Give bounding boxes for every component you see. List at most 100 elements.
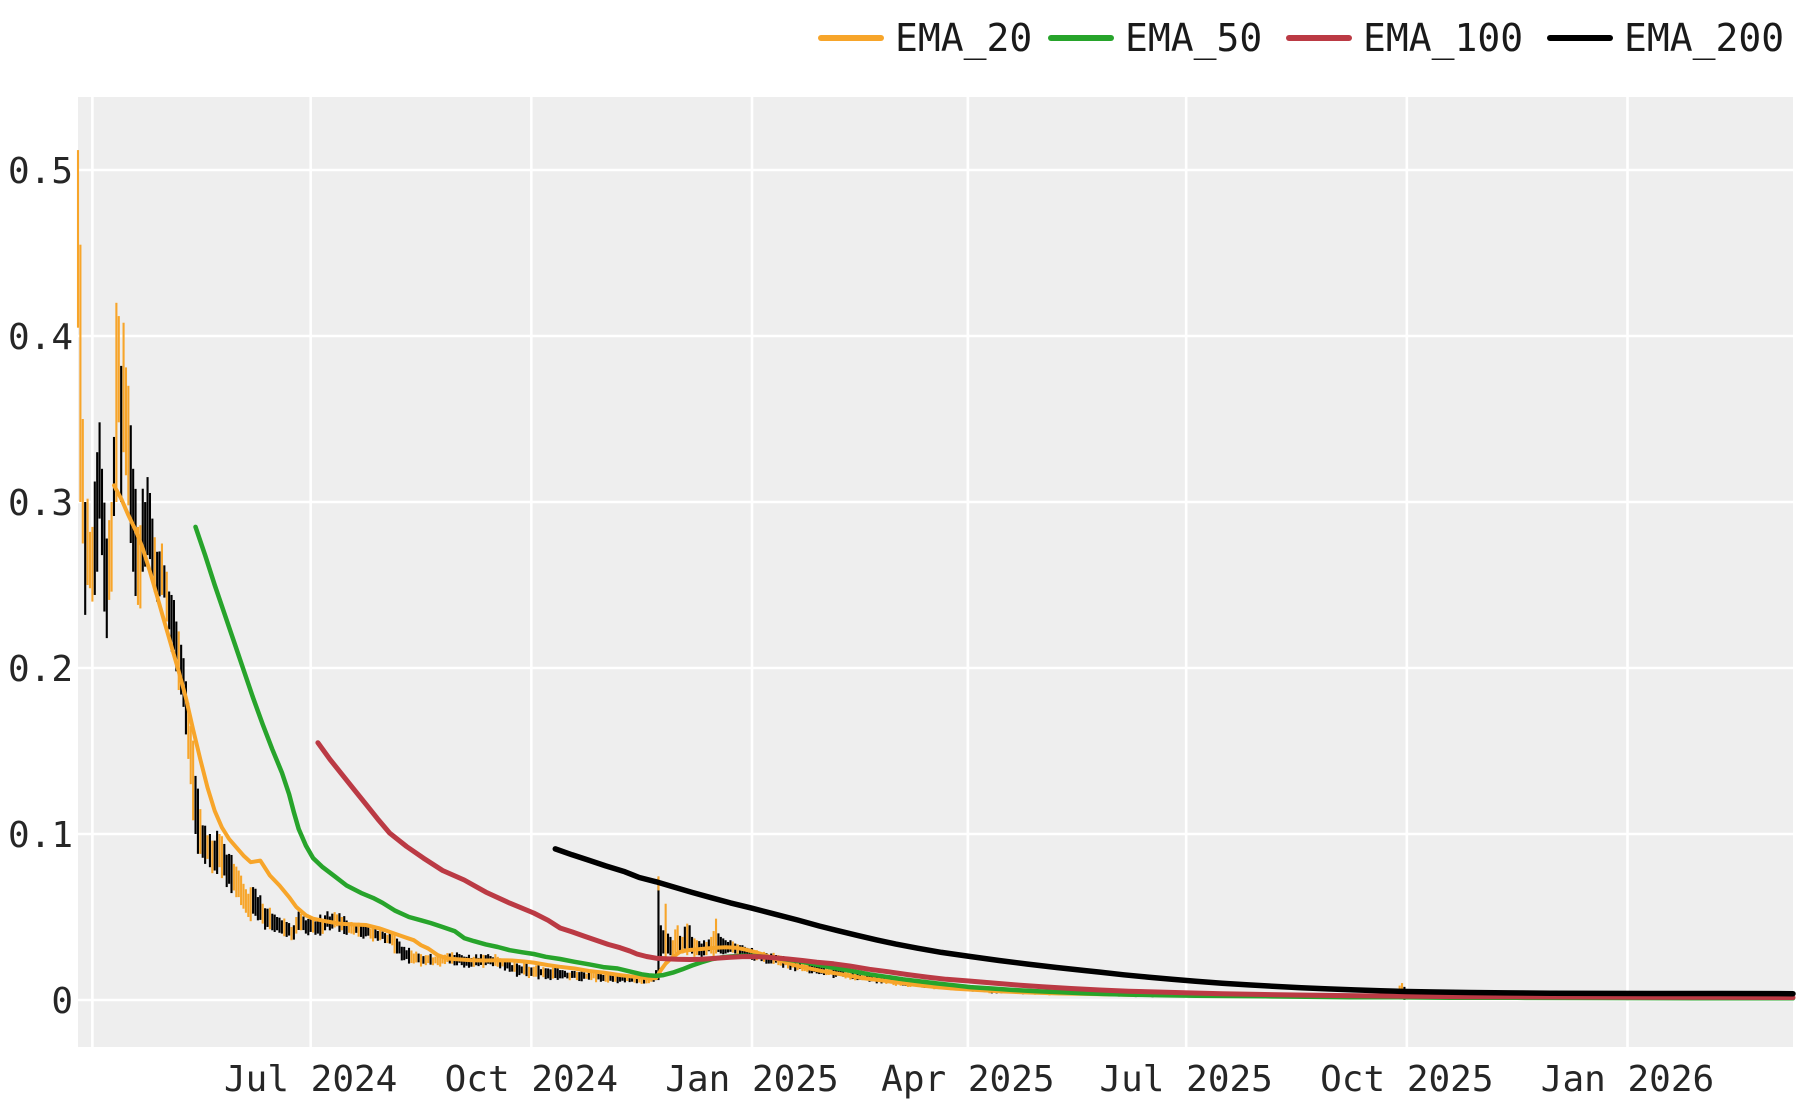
x-tick-label: Jul 2025 xyxy=(1099,1059,1272,1100)
candle-bar xyxy=(688,925,691,951)
candle-bar xyxy=(547,968,550,979)
candle-bar xyxy=(369,928,372,939)
candle-bar xyxy=(407,947,411,964)
candle-bar xyxy=(223,843,226,876)
candle-bar xyxy=(592,973,595,979)
candle-bar xyxy=(355,925,358,933)
candle-bar xyxy=(280,920,283,934)
candle-bar xyxy=(515,963,518,977)
candle-bar xyxy=(714,918,718,954)
y-tick-label: 0.2 xyxy=(8,649,73,690)
candle-bar xyxy=(278,917,281,933)
candle-bar xyxy=(503,959,507,971)
candle-bar xyxy=(568,972,571,981)
candle-bar xyxy=(597,970,600,980)
candle-bar xyxy=(254,888,257,916)
candle-bar xyxy=(316,918,319,934)
candle-bar xyxy=(549,969,552,981)
candle-bar xyxy=(671,940,674,957)
candle-bar xyxy=(81,419,84,544)
candle-bar xyxy=(110,502,113,592)
candle-bar xyxy=(535,965,538,977)
candle-bar xyxy=(115,302,118,502)
candle-bar xyxy=(556,968,559,980)
candle-bar xyxy=(175,621,178,672)
candle-bar xyxy=(304,920,307,934)
candle-bar xyxy=(273,914,276,932)
candle-bar xyxy=(607,972,610,983)
candle-bar xyxy=(204,825,207,864)
candle-bar xyxy=(669,936,672,956)
candle-bar xyxy=(662,930,665,954)
candle-bar xyxy=(163,565,166,598)
y-tick-label: 0 xyxy=(51,981,73,1022)
candle-bar xyxy=(312,920,315,933)
candle-bar xyxy=(321,919,324,934)
candle-bar xyxy=(470,957,473,967)
candle-bar xyxy=(383,933,387,944)
candle-bar xyxy=(544,968,547,980)
candle-bar xyxy=(398,941,401,954)
candle-bar xyxy=(117,316,120,423)
candle-bar xyxy=(386,934,389,944)
candle-bar xyxy=(211,840,214,874)
candle-bar xyxy=(232,863,235,891)
candle-bar xyxy=(357,922,360,937)
candle-bar xyxy=(192,740,195,821)
legend-label: EMA_100 xyxy=(1363,16,1523,61)
candle-bar xyxy=(393,935,396,954)
candle-bar xyxy=(719,936,722,954)
candle-bar xyxy=(616,975,619,984)
candle-bar xyxy=(367,925,370,936)
candle-bar xyxy=(379,930,382,941)
candle-bar xyxy=(441,956,444,964)
candle-bar xyxy=(563,970,566,978)
candle-bar xyxy=(168,591,171,630)
candle-bar xyxy=(690,936,694,954)
candle-bar xyxy=(403,946,406,961)
candle-bar xyxy=(415,951,418,963)
ema-50-line xyxy=(193,524,1796,1001)
candle-bar xyxy=(431,957,435,966)
candle-bar xyxy=(619,975,622,982)
candle-bar xyxy=(364,924,367,937)
candle-bar xyxy=(177,631,180,691)
candle-bar xyxy=(611,975,614,982)
candle-bar xyxy=(230,854,233,894)
candle-bar xyxy=(506,959,509,969)
candle-bar xyxy=(417,953,420,963)
candle-bar xyxy=(124,367,128,476)
candle-bar xyxy=(225,854,228,888)
candle-bar xyxy=(539,969,542,976)
candle-bar xyxy=(530,967,533,976)
candle-bar xyxy=(678,935,682,953)
candle-bar xyxy=(216,830,219,874)
candle-bar xyxy=(388,933,391,944)
ema-100-line xyxy=(315,740,1796,1000)
candle-bar xyxy=(165,571,168,622)
candle-bar xyxy=(359,925,363,937)
candle-bar xyxy=(463,956,466,968)
candle-bar xyxy=(664,903,667,957)
candle-bar xyxy=(170,594,173,652)
candle-bar xyxy=(513,961,516,972)
candle-bar xyxy=(657,877,660,981)
candle-bar xyxy=(292,925,295,940)
candle-bar xyxy=(300,913,303,931)
candle-bar xyxy=(412,953,415,964)
candle-bar xyxy=(259,895,262,920)
x-tick-label: Oct 2025 xyxy=(1320,1059,1493,1100)
candle-bar xyxy=(129,425,132,544)
candle-bar xyxy=(148,492,152,560)
candle-bar xyxy=(84,502,87,615)
candle-bar xyxy=(681,936,684,954)
candle-bar xyxy=(566,972,569,979)
candle-bar xyxy=(271,913,274,931)
candle-bar xyxy=(599,972,602,982)
candle-bar xyxy=(91,526,94,602)
candle-bar xyxy=(374,927,377,939)
candle-bar xyxy=(439,957,442,967)
legend-item-ema-50: EMA_50 xyxy=(1048,16,1262,61)
